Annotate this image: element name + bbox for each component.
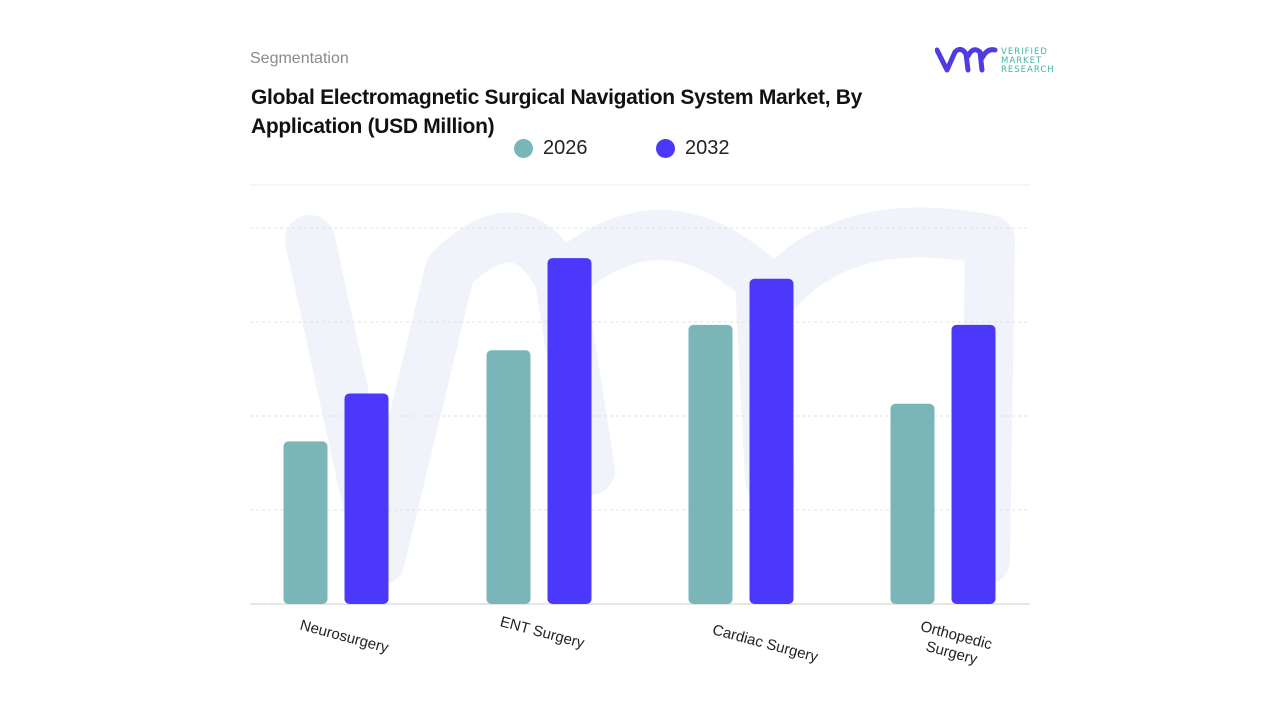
bar-2032-ent-surgery (547, 258, 592, 604)
legend-item-2026: 2026 (514, 135, 588, 161)
legend-label: 2032 (685, 136, 730, 159)
bar-2026-neurosurgery (283, 441, 328, 604)
legend-swatch-2026 (514, 138, 533, 158)
legend-item-2032: 2032 (656, 135, 730, 161)
vmr-logo: VERIFIED MARKET RESEARCH (935, 46, 1055, 75)
svg-text:VERIFIED: VERIFIED (1001, 47, 1048, 57)
legend-label: 2026 (543, 136, 588, 159)
x-tick-label: Cardiac Surgery (711, 621, 821, 666)
legend-swatch-2032 (656, 138, 675, 158)
x-tick-label: OrthopedicSurgery (914, 618, 994, 671)
x-tick-label: Neurosurgery (298, 617, 391, 657)
svg-text:MARKET: MARKET (1001, 56, 1042, 66)
bar-2032-neurosurgery (344, 393, 389, 604)
bar-2026-ent-surgery (486, 350, 531, 604)
bar-2032-cardiac-surgery (749, 278, 794, 604)
bar-2026-cardiac-surgery (688, 324, 733, 604)
bar-2032-orthopedic-surgery (951, 324, 996, 604)
bar-2026-orthopedic-surgery (890, 403, 935, 604)
segment-label: Segmentation (250, 50, 349, 67)
svg-text:RESEARCH: RESEARCH (1001, 65, 1055, 75)
chart-title: Global Electromagnetic Surgical Navigati… (251, 86, 863, 138)
x-tick-label: ENT Surgery (498, 613, 586, 652)
watermark (285, 207, 1015, 585)
